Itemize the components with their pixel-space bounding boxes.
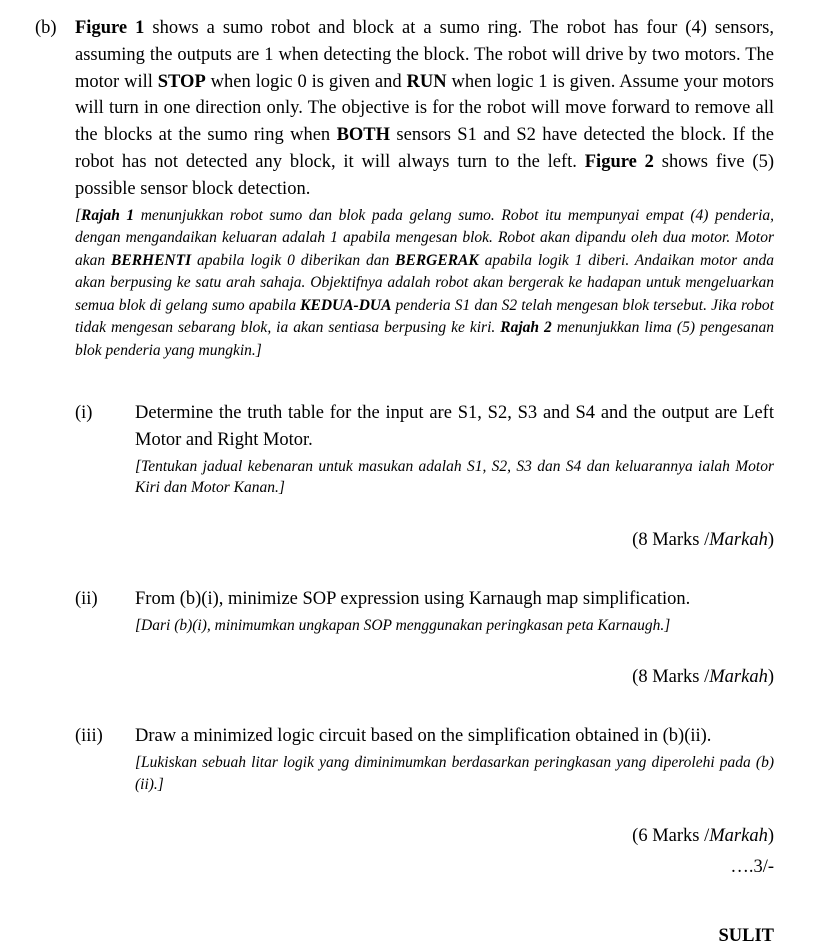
marks-ms: Markah	[709, 826, 768, 846]
marks-en: (8 Marks /	[632, 667, 709, 687]
part-iii-label: (iii)	[75, 723, 135, 881]
part-iii-content: Draw a minimized logic circuit based on …	[135, 723, 774, 881]
ms-seg2: apabila logik 0 diberikan dan	[191, 252, 395, 269]
part-ii-row: (ii) From (b)(i), minimize SOP expressio…	[75, 586, 774, 691]
part-iii-malay: [Lukiskan sebuah litar logik yang dimini…	[135, 752, 774, 795]
part-i-row: (i) Determine the truth table for the in…	[75, 400, 774, 554]
part-i-marks: (8 Marks /Markah)	[135, 527, 774, 554]
part-i-english: Determine the truth table for the input …	[135, 400, 774, 454]
marks-ms: Markah	[709, 667, 768, 687]
berhenti-word: BERHENTI	[111, 252, 191, 269]
part-iii-english: Draw a minimized logic circuit based on …	[135, 723, 774, 750]
footer-sulit: SULIT	[35, 923, 774, 950]
figure-1-ref: Figure 1	[75, 18, 144, 38]
stop-word: STOP	[158, 72, 206, 92]
part-ii-malay: [Dari (b)(i), minimumkan ungkapan SOP me…	[135, 615, 774, 637]
marks-close: )	[768, 667, 774, 687]
intro-seg2: when logic 0 is given and	[206, 72, 407, 92]
bergerak-word: BERGERAK	[395, 252, 479, 269]
marks-ms: Markah	[709, 530, 768, 550]
label-b: (b)	[35, 15, 75, 881]
sub-items-container: (i) Determine the truth table for the in…	[75, 400, 774, 881]
run-word: RUN	[406, 72, 446, 92]
intro-malay: [Rajah 1 menunjukkan robot sumo dan blok…	[75, 205, 774, 362]
kedua-dua-word: KEDUA-DUA	[300, 297, 391, 314]
marks-close: )	[768, 826, 774, 846]
question-b-content: Figure 1 shows a sumo robot and block at…	[75, 15, 774, 881]
rajah-1-ref: Rajah 1	[81, 207, 134, 224]
ms-close: ]	[256, 342, 262, 359]
marks-en: (8 Marks /	[632, 530, 709, 550]
both-word: BOTH	[337, 125, 390, 145]
marks-close: )	[768, 530, 774, 550]
intro-english: Figure 1 shows a sumo robot and block at…	[75, 15, 774, 203]
part-i-malay: [Tentukan jadual kebenaran untuk masukan…	[135, 456, 774, 499]
part-ii-english: From (b)(i), minimize SOP expression usi…	[135, 586, 774, 613]
part-ii-marks: (8 Marks /Markah)	[135, 664, 774, 691]
marks-en: (6 Marks /	[632, 826, 709, 846]
part-i-content: Determine the truth table for the input …	[135, 400, 774, 554]
rajah-2-ref: Rajah 2	[500, 319, 552, 336]
part-iii-marks: (6 Marks /Markah)	[135, 823, 774, 850]
part-ii-label: (ii)	[75, 586, 135, 691]
part-i-label: (i)	[75, 400, 135, 554]
question-b-row: (b) Figure 1 shows a sumo robot and bloc…	[35, 15, 774, 881]
part-ii-content: From (b)(i), minimize SOP expression usi…	[135, 586, 774, 691]
page-continuation: ….3/-	[135, 854, 774, 881]
figure-2-ref: Figure 2	[585, 152, 654, 172]
part-iii-row: (iii) Draw a minimized logic circuit bas…	[75, 723, 774, 881]
